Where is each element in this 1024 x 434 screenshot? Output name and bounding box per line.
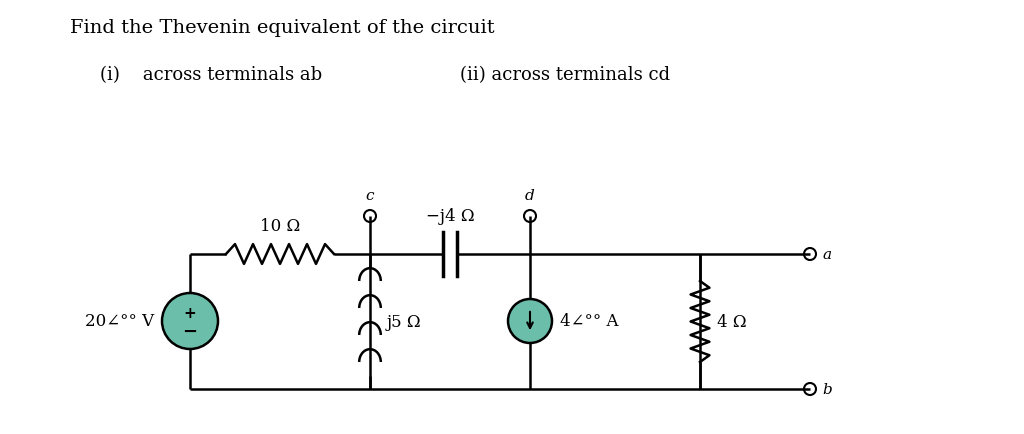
Circle shape — [508, 299, 552, 343]
Circle shape — [162, 293, 218, 349]
Text: −j4 Ω: −j4 Ω — [426, 207, 474, 224]
Text: 20∠°° V: 20∠°° V — [85, 313, 154, 330]
Text: 4∠°° A: 4∠°° A — [560, 313, 618, 330]
Text: (i)    across terminals ab: (i) across terminals ab — [100, 66, 323, 84]
Text: Find the Thevenin equivalent of the circuit: Find the Thevenin equivalent of the circ… — [70, 19, 495, 37]
Text: a: a — [822, 247, 831, 261]
Text: j5 Ω: j5 Ω — [387, 313, 422, 330]
Text: c: c — [366, 188, 374, 203]
Text: +: + — [183, 306, 197, 321]
Text: 4 Ω: 4 Ω — [718, 313, 748, 330]
Text: −: − — [182, 322, 198, 340]
Text: b: b — [822, 382, 831, 396]
Text: 10 Ω: 10 Ω — [260, 217, 300, 234]
Text: d: d — [525, 188, 535, 203]
Text: (ii) across terminals cd: (ii) across terminals cd — [460, 66, 670, 84]
